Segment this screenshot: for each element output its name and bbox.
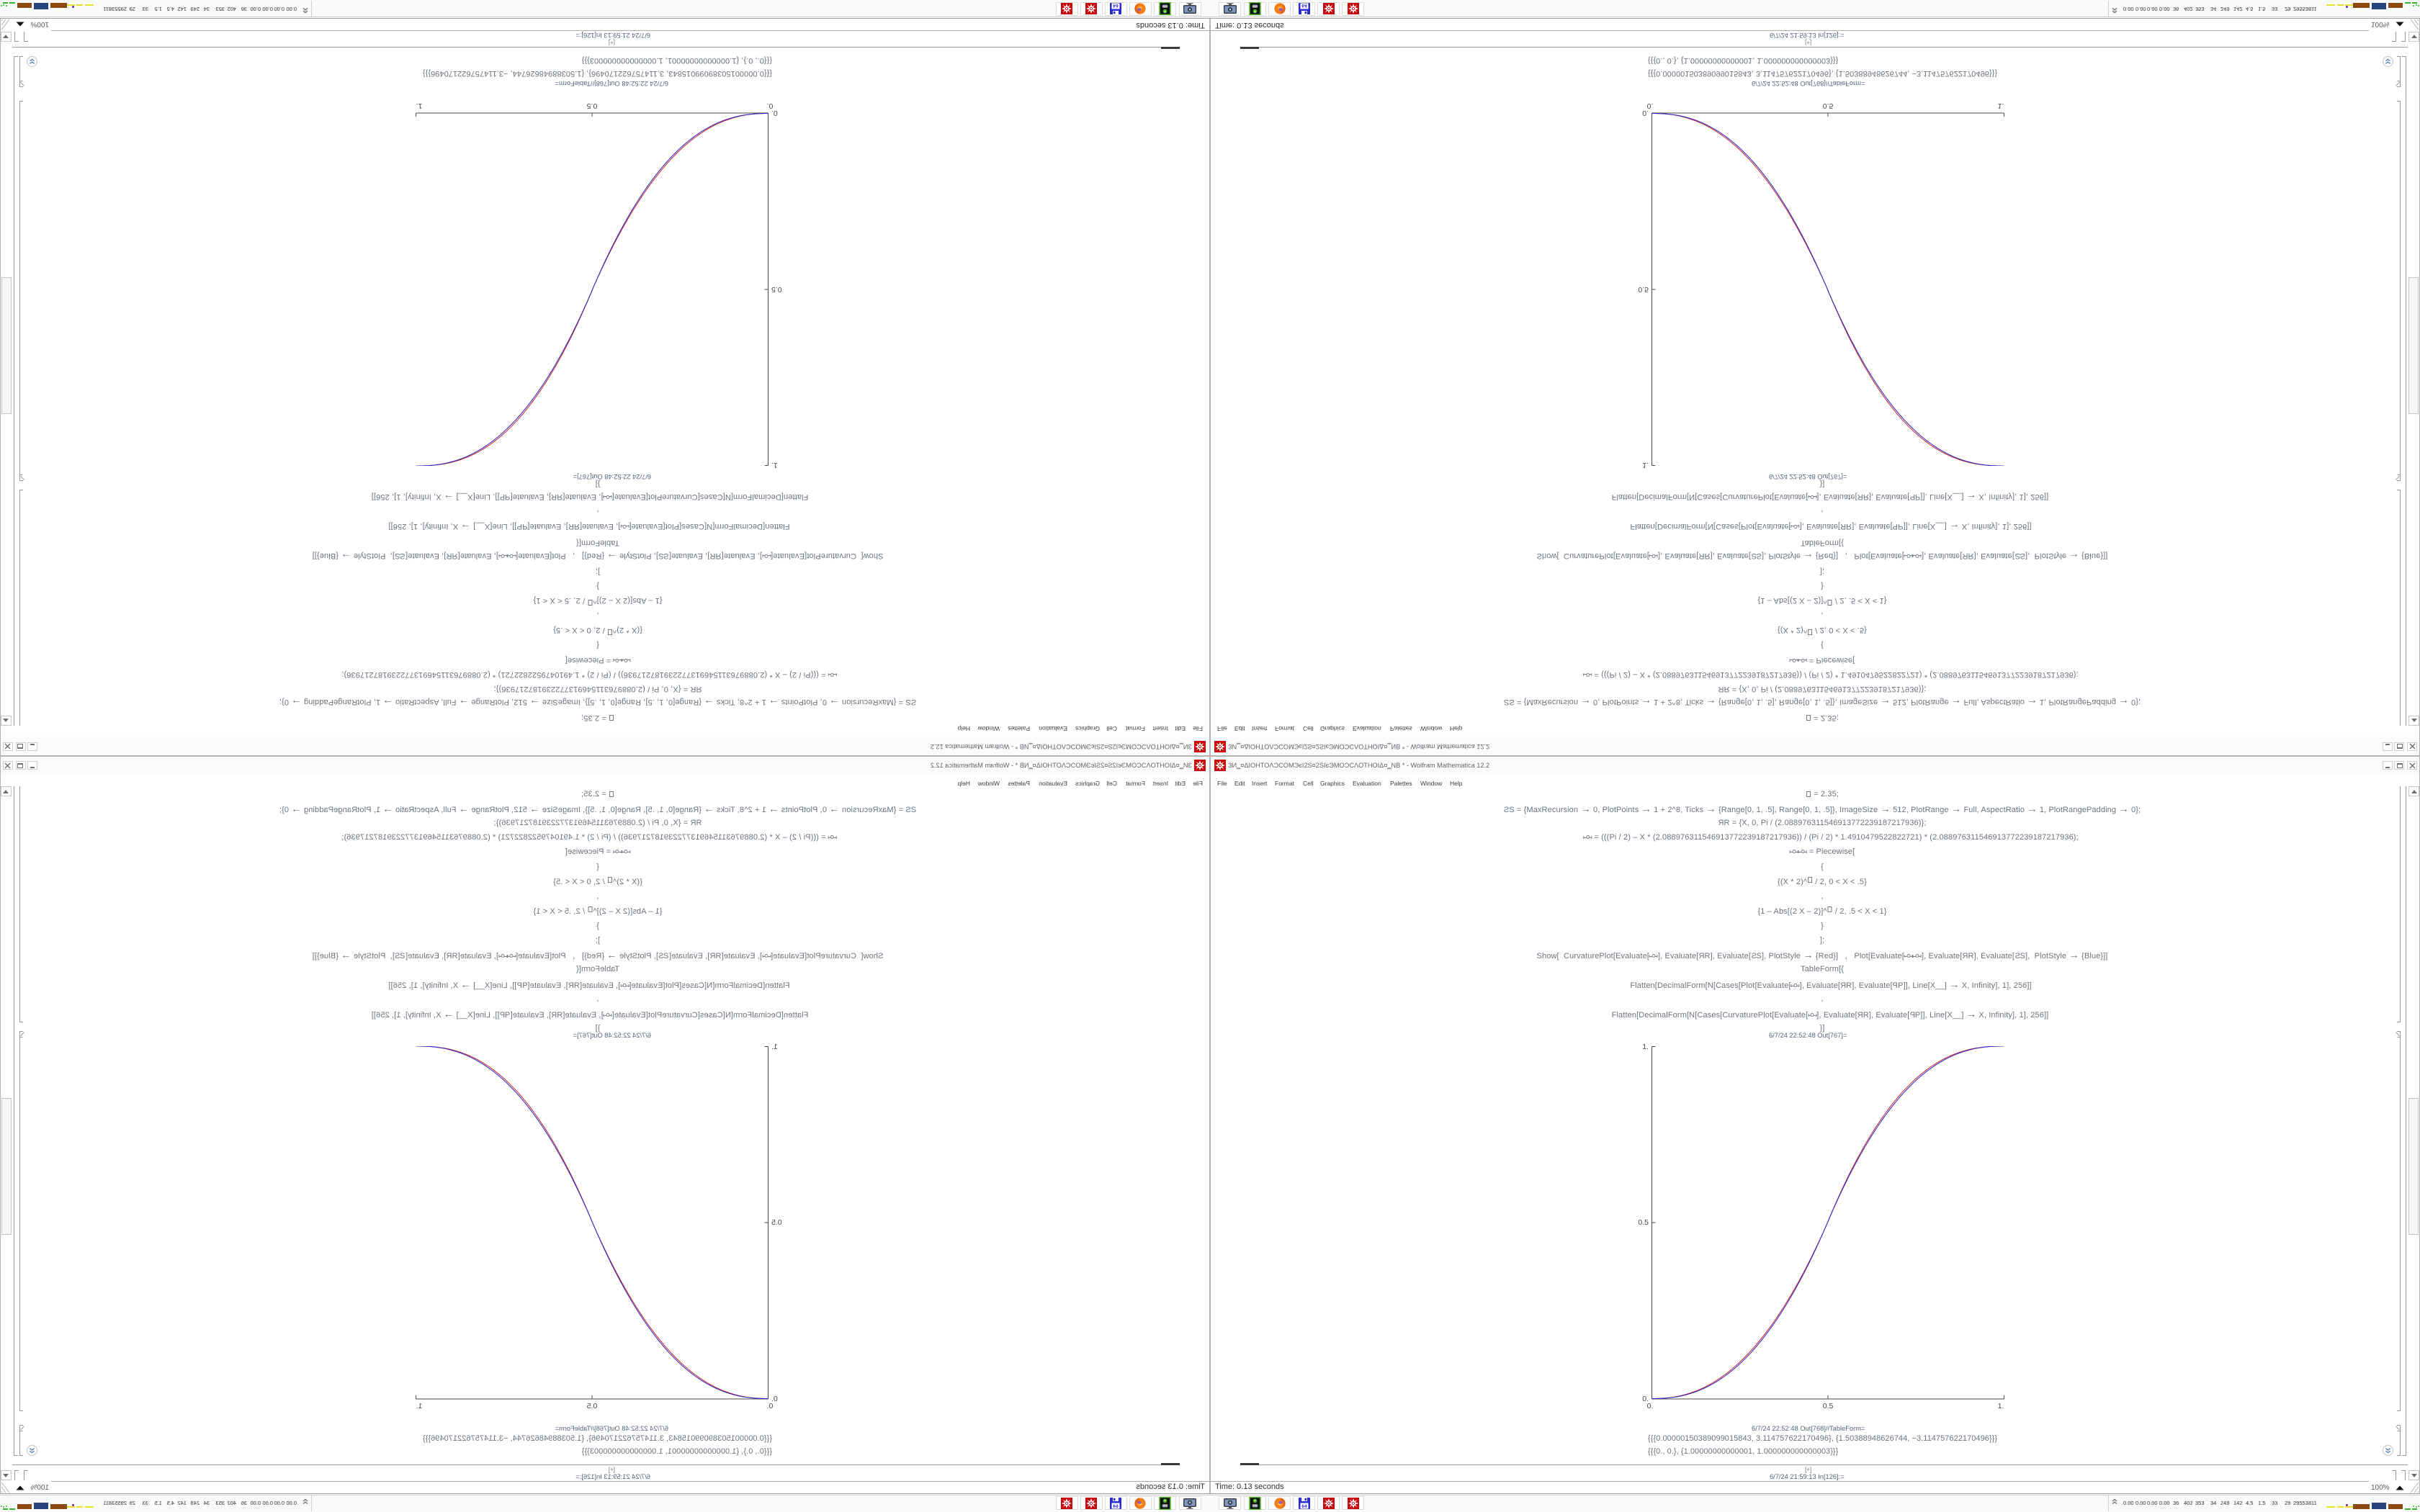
svg-text:64: 64 bbox=[1113, 4, 1119, 9]
svg-text:64: 64 bbox=[1113, 1504, 1119, 1509]
svg-text:64: 64 bbox=[1301, 1504, 1307, 1509]
svg-text:64: 64 bbox=[1301, 4, 1307, 9]
